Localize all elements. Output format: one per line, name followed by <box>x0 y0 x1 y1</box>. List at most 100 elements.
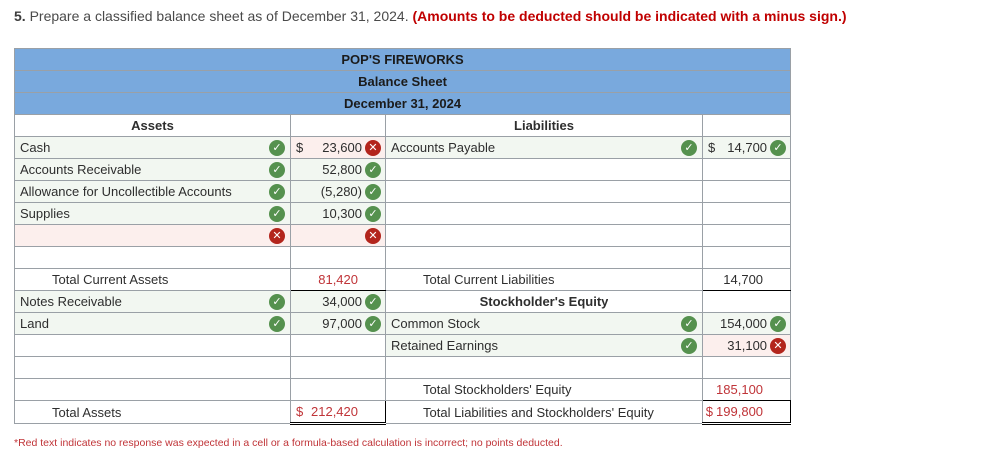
assets-account-cell[interactable]: Notes Receivable ✓ <box>14 290 291 313</box>
assets-account-cell[interactable]: Land ✓ <box>14 312 291 335</box>
account-label: Total Current Liabilities <box>423 272 555 287</box>
check-icon: ✓ <box>269 315 285 332</box>
assets-amount-cell[interactable]: ✕ <box>290 224 386 247</box>
assets-amount-cell[interactable]: 10,300 ✓ <box>290 202 386 225</box>
table-row: Allowance for Uncollectible Accounts ✓ (5,… <box>14 180 792 203</box>
liabilities-amount-cell[interactable] <box>701 180 792 203</box>
liabilities-account-cell: Total Current Liabilities <box>385 268 703 291</box>
liabilities-amount-cell[interactable]: $14,700 ✓ <box>701 136 792 159</box>
account-label: Total Stockholders' Equity <box>423 382 572 397</box>
assets-header-amount-cell <box>290 114 386 137</box>
exercise-instruction: 5. Prepare a classified balance sheet as… <box>14 8 847 24</box>
assets-account-cell[interactable]: Supplies ✓ <box>14 202 291 225</box>
column-header-row: Assets Liabilities <box>14 114 792 137</box>
check-icon: ✓ <box>269 183 285 200</box>
assets-account-cell[interactable]: ✕ <box>14 224 291 247</box>
liabilities-account-cell[interactable] <box>385 180 703 203</box>
exercise-warning: (Amounts to be deducted should be indica… <box>412 8 847 24</box>
x-icon: ✕ <box>269 227 285 244</box>
table-row <box>14 246 792 269</box>
check-icon: ✓ <box>681 139 697 156</box>
check-icon: ✓ <box>770 315 787 332</box>
amount-value: 199,800 <box>716 404 764 419</box>
liabilities-account-cell[interactable] <box>385 158 703 181</box>
amount-value: 31,100 <box>727 338 768 353</box>
assets-amount-cell[interactable] <box>290 378 386 401</box>
assets-amount-cell[interactable]: 52,800 ✓ <box>290 158 386 181</box>
table-row <box>14 356 792 379</box>
balance-sheet-table: POP'S FIREWORKS Balance Sheet December 3… <box>13 48 792 425</box>
assets-account-cell[interactable]: Cash ✓ <box>14 136 291 159</box>
assets-amount-cell[interactable]: $23,600 ✕ <box>290 136 386 159</box>
account-label: Notes Receivable <box>20 294 122 309</box>
liabilities-amount-cell: $199,800 <box>701 400 792 425</box>
assets-account-cell[interactable]: Accounts Receivable ✓ <box>14 158 291 181</box>
assets-account-cell[interactable] <box>14 246 291 269</box>
liabilities-amount-cell[interactable] <box>701 158 792 181</box>
liabilities-amount-cell[interactable]: 31,100 ✕ <box>701 334 792 357</box>
amount-value: 14,700 <box>727 140 768 155</box>
assets-amount-cell[interactable]: 97,000 ✓ <box>290 312 386 335</box>
liabilities-account-cell[interactable]: Accounts Payable ✓ <box>385 136 703 159</box>
check-icon: ✓ <box>770 139 787 156</box>
liabilities-account-cell: Stockholder's Equity <box>385 290 703 313</box>
check-icon: ✓ <box>269 293 285 310</box>
statement-name: Balance Sheet <box>13 70 792 93</box>
assets-account-cell[interactable]: Allowance for Uncollectible Accounts ✓ <box>14 180 291 203</box>
x-icon: ✕ <box>770 337 787 354</box>
x-icon: ✕ <box>365 227 381 244</box>
assets-amount-cell: 81,420 <box>290 268 386 291</box>
assets-amount-cell[interactable] <box>290 246 386 269</box>
dollar-sign: $ <box>708 140 716 155</box>
amount-value: 34,000 <box>322 294 362 309</box>
assets-account-cell[interactable] <box>14 378 291 401</box>
liabilities-header: Liabilities <box>385 114 703 137</box>
assets-amount-cell[interactable]: 34,000 ✓ <box>290 290 386 313</box>
liabilities-amount-cell[interactable] <box>701 202 792 225</box>
table-row: Supplies ✓ 10,300 ✓ <box>14 202 792 225</box>
amount-value: 212,420 <box>311 404 358 419</box>
assets-amount-cell[interactable] <box>290 334 386 357</box>
liabilities-account-cell: Total Liabilities and Stockholders' Equi… <box>385 400 703 424</box>
account-label: Total Liabilities and Stockholders' Equi… <box>423 404 654 420</box>
account-label: Total Assets <box>52 404 122 420</box>
check-icon: ✓ <box>681 337 697 354</box>
table-row: Cash ✓ $23,600 ✕ Accounts Payable ✓ $14,700 ✓ <box>14 136 792 159</box>
statement-title-row: Balance Sheet <box>13 70 792 93</box>
dollar-sign: $ <box>705 404 714 419</box>
exercise-text: Prepare a classified balance sheet as of… <box>29 8 409 24</box>
liabilities-amount-cell[interactable] <box>701 224 792 247</box>
amount-value: (5,280) <box>320 184 362 199</box>
liabilities-amount-cell[interactable]: 154,000 ✓ <box>701 312 792 335</box>
assets-amount-cell[interactable] <box>290 356 386 379</box>
liabilities-amount-cell[interactable] <box>701 246 792 269</box>
check-icon: ✓ <box>365 161 381 178</box>
assets-account-cell[interactable] <box>14 334 291 357</box>
exercise-number: 5. <box>14 8 26 24</box>
x-icon: ✕ <box>365 139 381 156</box>
liabilities-account-cell[interactable] <box>385 224 703 247</box>
liabilities-account-cell[interactable] <box>385 202 703 225</box>
liabilities-amount-cell[interactable] <box>701 356 792 379</box>
account-label: Total Current Assets <box>52 272 169 287</box>
liabilities-account-cell[interactable] <box>385 246 703 269</box>
amount-value: 154,000 <box>720 316 768 331</box>
table-row: Accounts Receivable ✓ 52,800 ✓ <box>14 158 792 181</box>
amount-value: 23,600 <box>322 140 362 155</box>
table-row: Retained Earnings ✓ 31,100 ✕ <box>14 334 792 357</box>
check-icon: ✓ <box>269 161 285 178</box>
grading-footnote: *Red text indicates no response was expe… <box>14 437 563 449</box>
amount-value: 52,800 <box>322 162 362 177</box>
check-icon: ✓ <box>365 315 381 332</box>
company-name: POP'S FIREWORKS <box>13 48 792 71</box>
assets-account-cell[interactable] <box>14 356 291 379</box>
amount-value: 97,000 <box>322 316 362 331</box>
liabilities-account-cell[interactable]: Retained Earnings ✓ <box>385 334 703 357</box>
assets-amount-cell[interactable]: (5,280) ✓ <box>290 180 386 203</box>
statement-title-row: POP'S FIREWORKS <box>13 48 792 71</box>
liabilities-account-cell[interactable] <box>385 356 703 379</box>
account-label: Stockholder's Equity <box>479 294 609 309</box>
liabilities-amount-cell <box>701 290 792 313</box>
liabilities-account-cell[interactable]: Common Stock ✓ <box>385 312 703 335</box>
amount-value: 10,300 <box>322 206 362 221</box>
